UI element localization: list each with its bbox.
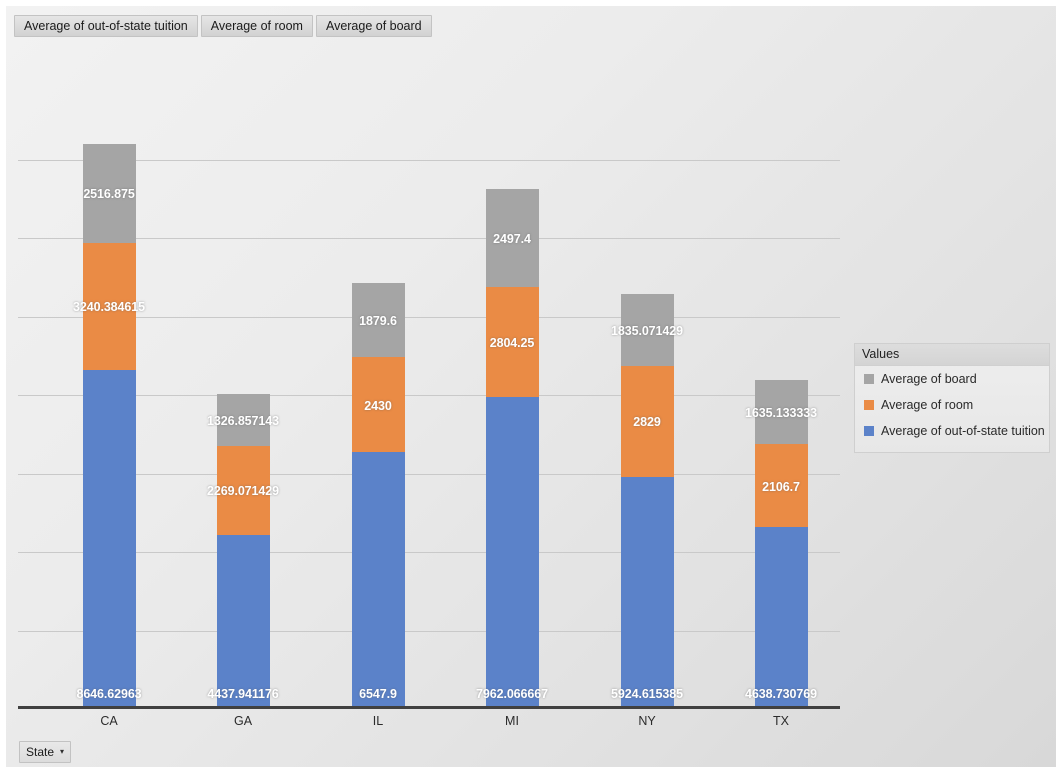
x-tick-label-ny: NY xyxy=(638,714,656,728)
legend-label-board: Average of board xyxy=(881,372,977,386)
legend-label-out-of-state-tuition: Average of out-of-state tuition xyxy=(881,424,1045,438)
bar-segment-ca-tuition[interactable]: 8646.62963 xyxy=(76,369,142,709)
x-tick-label-ca: CA xyxy=(100,714,118,728)
legend-label-room: Average of room xyxy=(881,398,974,412)
bar-value-label: 2516.875 xyxy=(83,187,135,202)
bar-value-label: 2829 xyxy=(633,415,661,430)
bar-segment-tx-room[interactable]: 2106.7 xyxy=(754,444,808,528)
bar-value-label: 7962.066667 xyxy=(476,687,548,701)
state-filter-button[interactable]: State ▾ xyxy=(19,741,72,763)
measure-tab-board[interactable]: Average of board xyxy=(315,15,432,37)
bar-group-mi[interactable]: 7962.066667 2804.25 2497.4 xyxy=(476,188,548,709)
bar-segment-mi-board[interactable]: 2497.4 xyxy=(485,188,539,287)
legend: Values Average of board Average of room … xyxy=(854,343,1050,453)
x-axis-labels: CA GA IL MI NY TX xyxy=(18,714,840,734)
bar-value-label: 4638.730769 xyxy=(745,687,817,701)
bar-value-label: 2804.25 xyxy=(489,335,535,350)
bar-value-label: 1326.857143 xyxy=(207,413,279,428)
bar-segment-mi-room[interactable]: 2804.25 xyxy=(485,286,539,397)
bar-group-ga[interactable]: 4437.941176 2269.071429 1326.857143 xyxy=(207,393,279,709)
gridline xyxy=(18,395,840,397)
bar-value-label: 6547.9 xyxy=(359,687,397,701)
bar-value-label: 2106.7 xyxy=(762,479,800,494)
bar-value-label: 1635.133333 xyxy=(745,406,817,421)
bar-segment-ny-board[interactable]: 1835.071429 xyxy=(611,293,683,366)
bar-segment-ga-board[interactable]: 1326.857143 xyxy=(207,393,279,446)
bar-value-label: 8646.62963 xyxy=(76,687,142,701)
state-filter-label: State xyxy=(26,745,55,759)
x-tick-label-mi: MI xyxy=(505,714,519,728)
gridline xyxy=(18,552,840,554)
measure-tab-room[interactable]: Average of room xyxy=(200,15,313,37)
bar-value-label: 2497.4 xyxy=(493,231,531,246)
gridline xyxy=(18,159,840,161)
bar-group-ny[interactable]: 5924.615385 2829 1835.071429 xyxy=(611,293,683,709)
plot-area xyxy=(18,50,840,708)
bar-segment-mi-tuition[interactable]: 7962.066667 xyxy=(476,396,548,709)
bar-value-label: 5924.615385 xyxy=(611,687,683,701)
bar-segment-ny-tuition[interactable]: 5924.615385 xyxy=(611,476,683,709)
bar-segment-ga-tuition[interactable]: 4437.941176 xyxy=(207,534,279,709)
measure-tab-strip: Average of out-of-state tuition Average … xyxy=(14,15,432,37)
legend-item-room[interactable]: Average of room xyxy=(855,392,1049,418)
bar-segment-ca-board[interactable]: 2516.875 xyxy=(82,144,136,243)
legend-item-out-of-state-tuition[interactable]: Average of out-of-state tuition xyxy=(855,418,1049,444)
measure-tab-out-of-state-tuition[interactable]: Average of out-of-state tuition xyxy=(14,15,198,37)
x-tick-label-il: IL xyxy=(372,714,384,728)
bar-value-label: 1879.6 xyxy=(359,313,397,328)
bar-segment-tx-tuition[interactable]: 4638.730769 xyxy=(745,527,817,709)
bar-segment-tx-board[interactable]: 1635.133333 xyxy=(745,380,817,445)
x-axis-line xyxy=(18,706,840,709)
gridline xyxy=(18,630,840,632)
legend-swatch-out-of-state-tuition xyxy=(864,426,874,436)
legend-swatch-room xyxy=(864,400,874,410)
legend-title: Values xyxy=(855,344,1049,366)
x-tick-label-tx: TX xyxy=(773,714,789,728)
bar-group-tx[interactable]: 4638.730769 2106.7 1635.133333 xyxy=(745,380,817,709)
gridline xyxy=(18,238,840,240)
bar-segment-ca-room[interactable]: 3240.384615 xyxy=(73,242,145,370)
bar-value-label: 2269.071429 xyxy=(207,484,279,499)
chevron-down-icon: ▾ xyxy=(60,747,65,756)
x-tick-label-ga: GA xyxy=(233,714,253,728)
bars-layer: 8646.62963 3240.384615 2516.875 4437.941176… xyxy=(18,50,840,709)
bar-segment-il-tuition[interactable]: 6547.9 xyxy=(351,452,405,709)
bar-segment-il-room[interactable]: 2430 xyxy=(351,356,405,453)
bar-value-label: 2430 xyxy=(364,398,392,413)
bar-segment-ga-room[interactable]: 2269.071429 xyxy=(207,445,279,535)
bar-value-label: 3240.384615 xyxy=(73,300,145,315)
bar-segment-ny-room[interactable]: 2829 xyxy=(620,365,674,477)
legend-swatch-board xyxy=(864,374,874,384)
bar-value-label: 1835.071429 xyxy=(611,323,683,338)
bar-segment-il-board[interactable]: 1879.6 xyxy=(351,283,405,357)
legend-item-board[interactable]: Average of board xyxy=(855,366,1049,392)
gridline xyxy=(18,316,840,318)
bar-group-ca[interactable]: 8646.62963 3240.384615 2516.875 xyxy=(73,144,145,709)
gridline xyxy=(18,473,840,475)
bar-value-label: 4437.941176 xyxy=(207,687,279,701)
bar-group-il[interactable]: 6547.9 2430 1879.6 xyxy=(351,283,405,709)
